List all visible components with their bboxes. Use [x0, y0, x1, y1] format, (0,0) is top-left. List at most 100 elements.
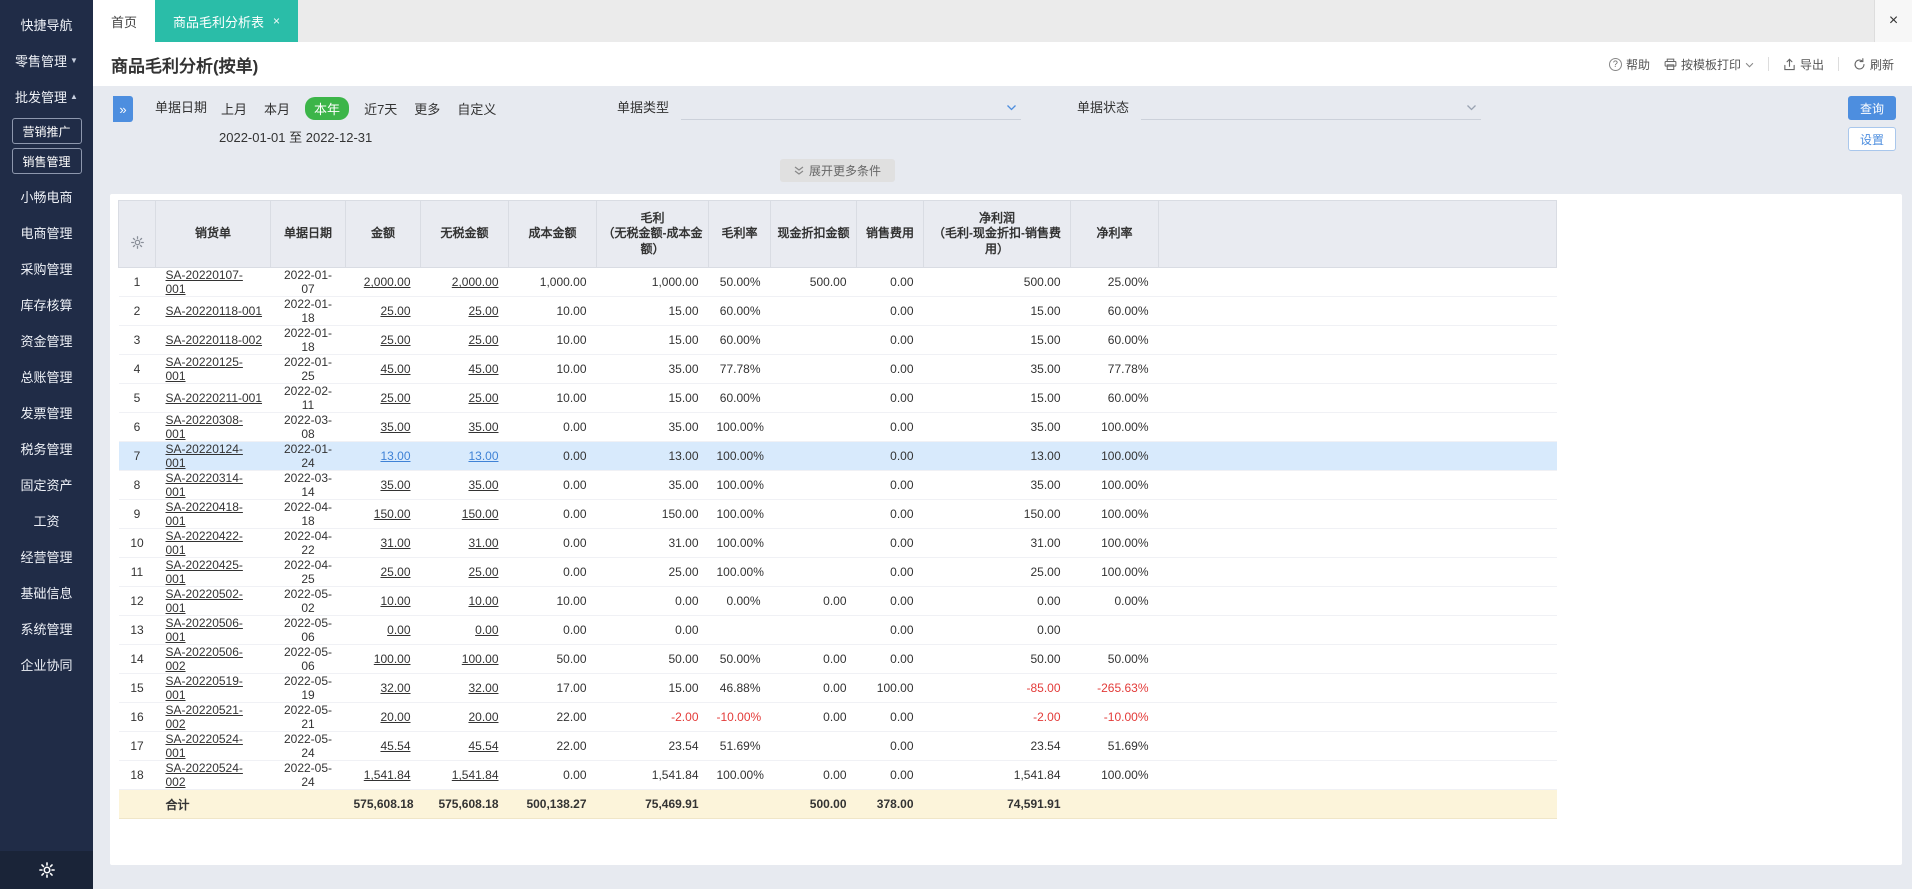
table-row[interactable]: 8 SA-20220314-001 2022-03-14 35.00 35.00 0.00…	[118, 470, 1557, 501]
date-option[interactable]: 上月	[221, 101, 248, 117]
sidebar-subitem[interactable]: 营销推广	[11, 118, 82, 144]
sidebar-item[interactable]: 快捷导航	[0, 6, 93, 42]
doc-type-select[interactable]	[681, 96, 1022, 120]
table-row[interactable]: 12 SA-20220502-001 2022-05-02 10.00 10.00 10.…	[118, 586, 1557, 617]
table-row[interactable]: 2 SA-20220118-001 2022-01-18 25.00 25.00 10.0…	[118, 296, 1557, 327]
column-header[interactable]: 净利率	[1070, 199, 1159, 269]
table-row[interactable]: 7 SA-20220124-001 2022-01-24 13.00 13.00 0.00…	[118, 441, 1557, 472]
link-tax_free[interactable]: 25.00	[468, 391, 499, 406]
link-tax_free[interactable]: 13.00	[468, 449, 499, 464]
link-tax_free[interactable]: 25.00	[468, 333, 499, 348]
column-header[interactable]: 毛利率	[708, 199, 771, 269]
sidebar-item[interactable]: 零售管理 ▼	[0, 42, 93, 78]
link-tax_free[interactable]: 45.54	[468, 739, 499, 754]
link-amount[interactable]: 45.00	[380, 362, 411, 377]
table-row[interactable]: 3 SA-20220118-002 2022-01-18 25.00 25.00 10.0…	[118, 325, 1557, 356]
link-order[interactable]: SA-20220521-002	[165, 703, 243, 732]
sidebar-item[interactable]: 总账管理	[0, 358, 93, 394]
link-order[interactable]: SA-20220314-001	[165, 471, 243, 500]
date-range-value[interactable]: 2022-01-01 至 2022-12-31	[219, 130, 373, 145]
table-row[interactable]: 10 SA-20220422-001 2022-04-22 31.00 31.00 0.0…	[118, 528, 1557, 559]
sidebar-item[interactable]: 税务管理	[0, 430, 93, 466]
tab-gross-profit-report[interactable]: 商品毛利分析表 ×	[155, 0, 299, 42]
link-order[interactable]: SA-20220506-002	[165, 645, 243, 674]
table-row[interactable]: 4 SA-20220125-001 2022-01-25 45.00 45.00 10.0…	[118, 354, 1557, 385]
link-amount[interactable]: 32.00	[380, 681, 411, 696]
link-order[interactable]: SA-20220107-001	[165, 268, 243, 297]
link-tax_free[interactable]: 2,000.00	[451, 275, 499, 290]
doc-status-select[interactable]	[1141, 96, 1482, 120]
help-button[interactable]: ? 帮助	[1608, 56, 1650, 73]
sidebar-item[interactable]: 库存核算	[0, 286, 93, 322]
sidebar-item[interactable]: 基础信息	[0, 574, 93, 610]
link-order[interactable]: SA-20220118-002	[165, 333, 263, 348]
sidebar-item[interactable]: 小畅电商	[0, 178, 93, 214]
date-option[interactable]: 本年	[305, 96, 350, 120]
column-settings-header[interactable]	[118, 199, 156, 269]
sidebar-item[interactable]: 企业协同	[0, 646, 93, 682]
link-amount[interactable]: 25.00	[380, 333, 411, 348]
sidebar-item[interactable]: 固定资产	[0, 466, 93, 502]
export-button[interactable]: 导出	[1783, 56, 1824, 73]
table-row[interactable]: 18 SA-20220524-002 2022-05-24 1,541.84 1,541…	[118, 760, 1557, 791]
link-order[interactable]: SA-20220524-001	[165, 732, 243, 761]
table-row[interactable]: 16 SA-20220521-002 2022-05-21 20.00 20.00 22.…	[118, 702, 1557, 733]
link-order[interactable]: SA-20220425-001	[165, 558, 243, 587]
table-row[interactable]: 13 SA-20220506-001 2022-05-06 0.00 0.00 0.00 0…	[118, 615, 1557, 646]
sidebar-item[interactable]: 发票管理	[0, 394, 93, 430]
link-tax_free[interactable]: 31.00	[468, 536, 499, 551]
link-amount[interactable]: 25.00	[380, 391, 411, 406]
link-amount[interactable]: 35.00	[380, 478, 411, 493]
link-amount[interactable]: 13.00	[380, 449, 411, 464]
link-tax_free[interactable]: 150.00	[461, 507, 499, 522]
column-header[interactable]: 金额	[345, 199, 421, 269]
column-header[interactable]: 毛利 （无税金额-成本金额）	[596, 199, 709, 269]
column-header[interactable]: 销售费用	[856, 199, 924, 269]
link-order[interactable]: SA-20220125-001	[165, 355, 243, 384]
table-row[interactable]: 14 SA-20220506-002 2022-05-06 100.00 100.00 5…	[118, 644, 1557, 675]
table-row[interactable]: 5 SA-20220211-001 2022-02-11 25.00 25.00 10.0…	[118, 383, 1557, 414]
link-order[interactable]: SA-20220422-001	[165, 529, 243, 558]
sidebar-item[interactable]: 经营管理	[0, 538, 93, 574]
link-order[interactable]: SA-20220524-002	[165, 761, 243, 790]
date-option[interactable]: 更多	[414, 101, 441, 117]
link-tax_free[interactable]: 35.00	[468, 420, 499, 435]
link-order[interactable]: SA-20220308-001	[165, 413, 243, 442]
link-amount[interactable]: 20.00	[380, 710, 411, 725]
column-header[interactable]: 净利润 （毛利-现金折扣-销售费用）	[923, 199, 1071, 269]
date-option[interactable]: 自定义	[457, 101, 497, 117]
sidebar-subitem[interactable]: 销售管理	[11, 148, 82, 174]
expand-more-conditions-button[interactable]: 展开更多条件	[779, 159, 895, 182]
refresh-button[interactable]: 刷新	[1853, 56, 1894, 73]
link-amount[interactable]: 2,000.00	[363, 275, 411, 290]
link-order[interactable]: SA-20220519-001	[165, 674, 243, 703]
link-order[interactable]: SA-20220502-001	[165, 587, 243, 616]
link-tax_free[interactable]: 1,541.84	[451, 768, 499, 783]
link-tax_free[interactable]: 10.00	[468, 594, 499, 609]
sidebar-item[interactable]: 采购管理	[0, 250, 93, 286]
column-header[interactable]: 单据日期	[270, 199, 346, 269]
link-amount[interactable]: 0.00	[387, 623, 411, 638]
link-tax_free[interactable]: 25.00	[468, 304, 499, 319]
table-row[interactable]: 6 SA-20220308-001 2022-03-08 35.00 35.00 0.00…	[118, 412, 1557, 443]
link-amount[interactable]: 10.00	[380, 594, 411, 609]
link-amount[interactable]: 45.54	[380, 739, 411, 754]
link-tax_free[interactable]: 32.00	[468, 681, 499, 696]
sidebar-settings-button[interactable]	[0, 851, 93, 889]
close-all-tabs-button[interactable]: ×	[1874, 0, 1912, 42]
link-order[interactable]: SA-20220211-001	[165, 391, 263, 406]
column-header[interactable]: 销货单	[155, 199, 271, 269]
link-amount[interactable]: 150.00	[373, 507, 411, 522]
date-option[interactable]: 本月	[264, 101, 291, 117]
link-amount[interactable]: 25.00	[380, 304, 411, 319]
table-row[interactable]: 11 SA-20220425-001 2022-04-25 25.00 25.00 0.0…	[118, 557, 1557, 588]
link-tax_free[interactable]: 20.00	[468, 710, 499, 725]
settings-button[interactable]: 设置	[1848, 127, 1896, 151]
link-amount[interactable]: 1,541.84	[363, 768, 411, 783]
query-button[interactable]: 查询	[1848, 96, 1896, 120]
table-row[interactable]: 1 SA-20220107-001 2022-01-07 2,000.00 2,000.…	[118, 267, 1557, 298]
link-order[interactable]: SA-20220418-001	[165, 500, 243, 529]
table-row[interactable]: 15 SA-20220519-001 2022-05-19 32.00 32.00 17.…	[118, 673, 1557, 704]
sidebar-item[interactable]: 电商管理	[0, 214, 93, 250]
link-amount[interactable]: 25.00	[380, 565, 411, 580]
